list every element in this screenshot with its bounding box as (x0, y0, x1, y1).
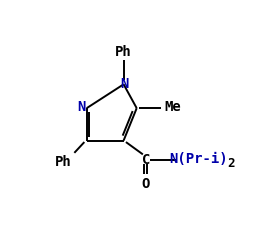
Text: O: O (142, 177, 150, 191)
Text: 2: 2 (228, 157, 235, 170)
Text: Ph: Ph (55, 155, 72, 169)
Text: N: N (77, 101, 86, 114)
Text: N: N (120, 77, 129, 91)
Text: C: C (142, 153, 150, 167)
Text: N(Pr-i): N(Pr-i) (169, 152, 228, 166)
Text: Me: Me (165, 101, 181, 114)
Text: Ph: Ph (115, 45, 132, 59)
